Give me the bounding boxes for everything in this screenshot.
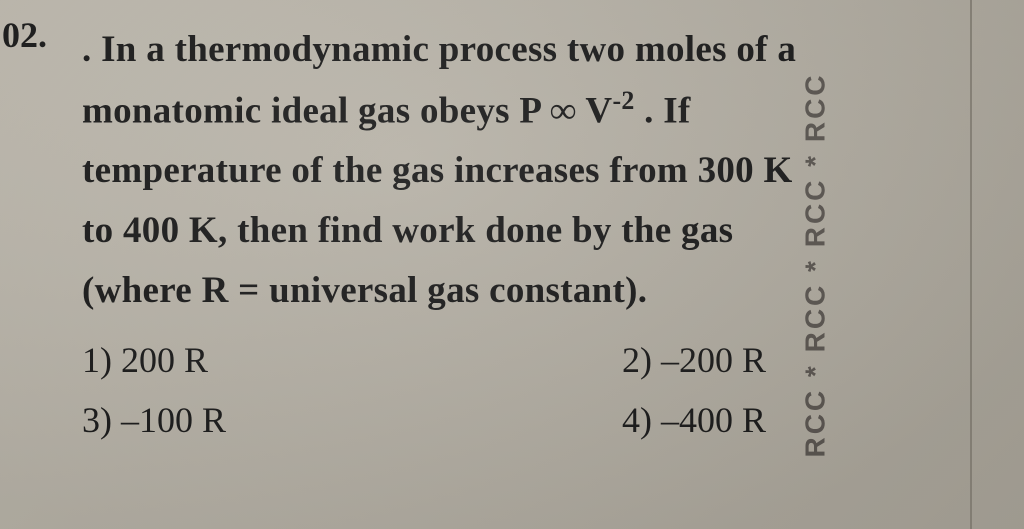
stem-line-3: temperature of the gas increases from 30… <box>82 150 793 191</box>
question-number: 02. <box>2 14 47 56</box>
stem-line-2c: . If <box>635 90 691 131</box>
option-4[interactable]: 4) –400 R <box>622 399 942 441</box>
option-1[interactable]: 1) 200 R <box>82 339 402 381</box>
option-3[interactable]: 3) –100 R <box>82 399 402 441</box>
stem-line-5: (where R = universal gas constant). <box>82 270 647 311</box>
stem-line-1: . In a thermodynamic process two moles o… <box>82 29 796 70</box>
stem-line-2b: V <box>585 90 612 131</box>
side-stripe: RCC * RCC * RCC * RCC <box>970 0 1018 529</box>
side-watermark-text: RCC * RCC * RCC * RCC <box>799 72 831 457</box>
stem-line-2a: monatomic ideal gas obeys P <box>82 90 540 131</box>
stem-prop-symbol: ∞ <box>550 90 577 131</box>
stem-line-4: to 400 K, then find work done by the gas <box>82 210 733 251</box>
option-2[interactable]: 2) –200 R <box>622 339 942 381</box>
stem-exponent: -2 <box>612 86 634 115</box>
